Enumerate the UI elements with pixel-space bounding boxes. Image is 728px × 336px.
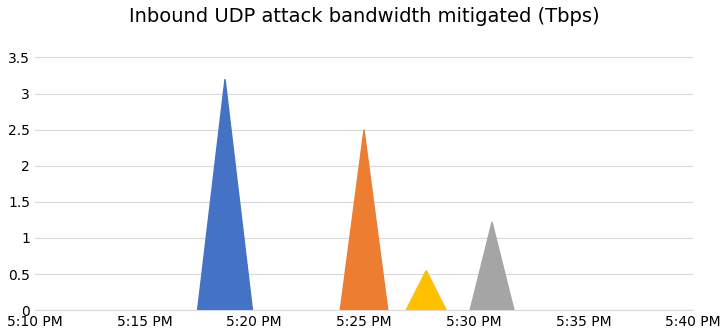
Title: Inbound UDP attack bandwidth mitigated (Tbps): Inbound UDP attack bandwidth mitigated (… (129, 7, 599, 26)
Polygon shape (197, 79, 253, 310)
Polygon shape (340, 130, 388, 310)
Polygon shape (406, 270, 446, 310)
Polygon shape (470, 222, 514, 310)
